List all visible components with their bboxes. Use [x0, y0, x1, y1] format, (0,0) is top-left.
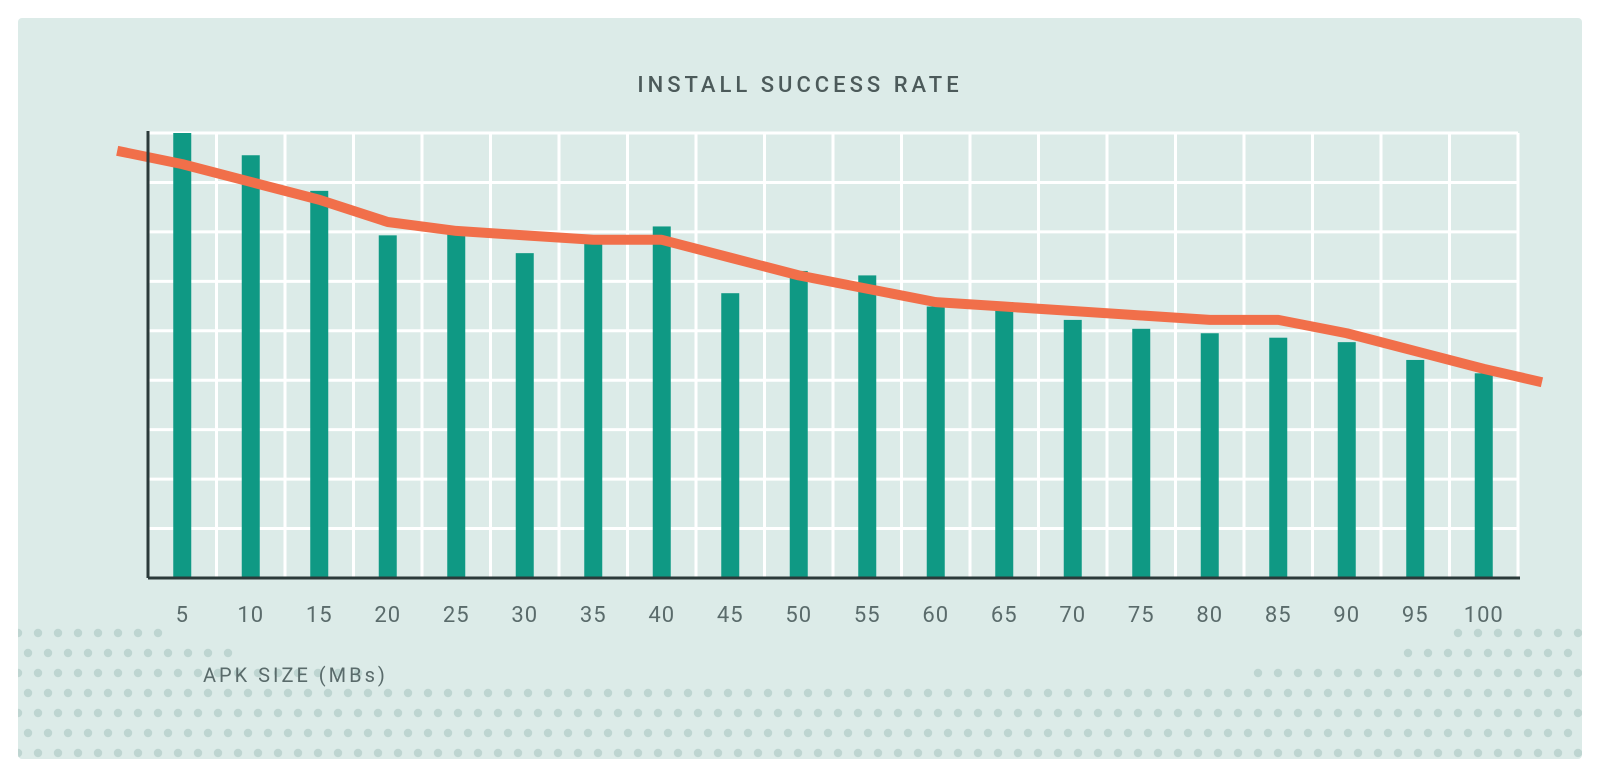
x-tick-label: 40 — [632, 603, 692, 628]
bar — [1201, 333, 1219, 578]
x-tick-label: 5 — [152, 603, 212, 628]
x-tick-label: 70 — [1043, 603, 1103, 628]
x-tick-label: 15 — [289, 603, 349, 628]
chart-svg — [18, 18, 1582, 759]
x-tick-label: 45 — [700, 603, 760, 628]
bar — [858, 275, 876, 578]
bar — [790, 271, 808, 578]
x-tick-label: 90 — [1317, 603, 1377, 628]
x-tick-label: 100 — [1454, 603, 1514, 628]
bar — [310, 191, 328, 578]
x-tick-label: 25 — [426, 603, 486, 628]
x-axis-labels: 5 10 15 20 25 30 35 40 45 50 55 60 65 70 75 80 85 90 95 100 — [18, 603, 1582, 633]
bar — [927, 307, 945, 578]
x-tick-label: 30 — [495, 603, 555, 628]
x-tick-label: 95 — [1385, 603, 1445, 628]
x-tick-label: 60 — [906, 603, 966, 628]
bar — [242, 155, 260, 578]
x-tick-label: 35 — [563, 603, 623, 628]
bar — [379, 235, 397, 578]
x-tick-label: 20 — [358, 603, 418, 628]
x-tick-label: 75 — [1111, 603, 1171, 628]
trend-line — [117, 151, 1542, 382]
bar — [447, 231, 465, 578]
x-tick-label: 50 — [769, 603, 829, 628]
outer-frame: INSTALL SUCCESS RATE 5101520253035404550… — [0, 0, 1600, 777]
bar — [516, 253, 534, 578]
bar — [1475, 373, 1493, 578]
x-axis-title: APK SIZE (MBs) — [203, 663, 388, 687]
bar — [1406, 360, 1424, 578]
bar — [584, 240, 602, 578]
bar — [1269, 338, 1287, 578]
bar — [1338, 342, 1356, 578]
bar — [995, 302, 1013, 578]
bar — [1132, 329, 1150, 578]
x-tick-label: 80 — [1180, 603, 1240, 628]
bar — [1064, 320, 1082, 578]
bar — [173, 133, 191, 578]
x-tick-label: 55 — [837, 603, 897, 628]
x-tick-label: 85 — [1248, 603, 1308, 628]
x-tick-label: 10 — [221, 603, 281, 628]
bar — [653, 226, 671, 578]
x-tick-label: 65 — [974, 603, 1034, 628]
chart-panel: INSTALL SUCCESS RATE 5101520253035404550… — [18, 18, 1582, 759]
bar — [721, 293, 739, 578]
